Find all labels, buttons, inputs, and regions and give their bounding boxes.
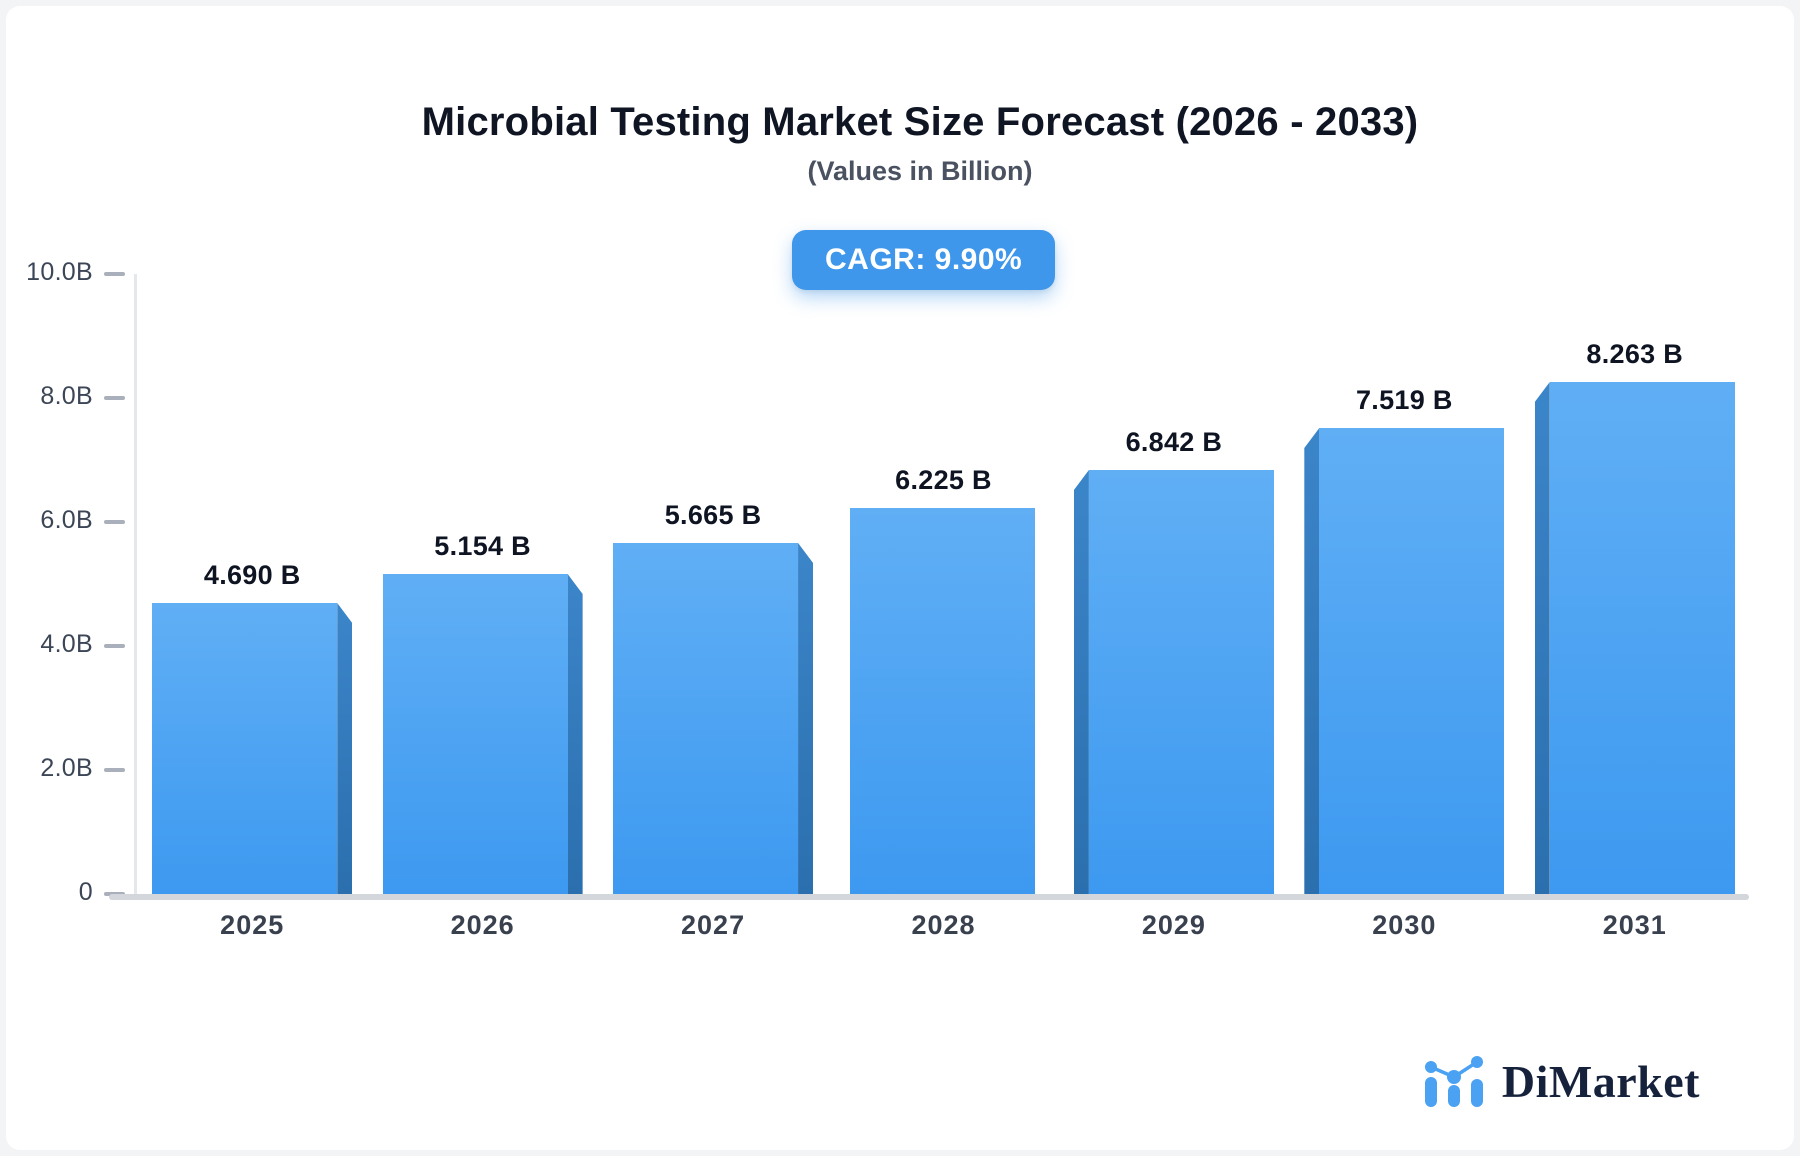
y-tick-label: 6.0B xyxy=(40,506,93,534)
bar-side-face xyxy=(567,574,583,894)
x-axis-label-2028: 2028 xyxy=(911,910,976,940)
bar-front-face xyxy=(152,603,338,894)
bar-value-label-2026: 5.154 B xyxy=(434,531,531,561)
bar-side-face xyxy=(1073,470,1089,894)
bar-2028 xyxy=(843,508,1043,894)
bar-2030 xyxy=(1304,428,1505,894)
bar-slot-2031: 8.263 B 2031 xyxy=(1520,274,1750,940)
bar-2027 xyxy=(613,543,814,894)
x-axis-label-2030: 2030 xyxy=(1372,910,1437,940)
bars-container: 4.690 B 2025 5.154 B 2026 5.665 B 2027 6.225 B… xyxy=(137,274,1750,940)
bar-line-chart-icon xyxy=(1424,1056,1483,1107)
bar-2026 xyxy=(382,574,583,894)
y-axis-line xyxy=(134,274,137,894)
y-tick-mark xyxy=(104,768,125,772)
x-axis-label-2031: 2031 xyxy=(1602,910,1667,940)
y-tick-mark xyxy=(104,644,125,648)
bar-slot-2028: 6.225 B 2028 xyxy=(828,274,1058,940)
x-axis-label-2027: 2027 xyxy=(681,910,746,940)
bar-front-face xyxy=(613,543,799,894)
x-axis-baseline xyxy=(109,894,1749,900)
x-axis-label-2029: 2029 xyxy=(1141,910,1206,940)
chart-card: Microbial Testing Market Size Forecast (… xyxy=(6,6,1794,1150)
plot-area: 10.0B 8.0B 6.0B 4.0B 2.0B 0 4.690 B 2025 5.154 … xyxy=(26,258,1750,940)
bar-value-label-2027: 5.665 B xyxy=(664,500,762,530)
bar-slot-2029: 6.842 B 2029 xyxy=(1059,274,1289,940)
bar-value-label-2030: 7.519 B xyxy=(1355,385,1453,415)
bar-side-face xyxy=(1304,428,1320,894)
bar-slot-2027: 5.665 B 2027 xyxy=(598,274,828,940)
bar-front-face xyxy=(1088,470,1274,894)
bar-front-face xyxy=(1319,428,1505,894)
y-tick-mark xyxy=(104,396,125,400)
bar-slot-2030: 7.519 B 2030 xyxy=(1289,274,1519,940)
brand-name: DiMarket xyxy=(1501,1055,1700,1107)
y-tick-mark xyxy=(104,272,125,276)
bar-value-label-2028: 6.225 B xyxy=(895,465,992,495)
bar-2025 xyxy=(152,603,353,894)
bar-value-label-2029: 6.842 B xyxy=(1125,427,1223,457)
y-tick-label: 10.0B xyxy=(26,258,93,286)
bar-value-label-2025: 4.690 B xyxy=(203,560,301,590)
bar-slot-2025: 4.690 B 2025 xyxy=(137,274,367,940)
x-axis-label-2025: 2025 xyxy=(220,910,285,940)
chart-title: Microbial Testing Market Size Forecast (… xyxy=(421,100,1419,144)
bar-2029 xyxy=(1073,470,1274,894)
y-tick-label: 8.0B xyxy=(40,382,93,410)
bar-2031 xyxy=(1534,382,1735,894)
bar-side-face xyxy=(337,603,353,894)
brand-logo: DiMarket xyxy=(1422,1052,1700,1110)
bar-value-label-2031: 8.263 B xyxy=(1586,339,1684,369)
bar-front-face xyxy=(850,508,1036,894)
y-tick-label: 2.0B xyxy=(40,754,93,782)
y-tick-label: 4.0B xyxy=(40,630,93,658)
bar-slot-2026: 5.154 B 2026 xyxy=(367,274,597,940)
y-tick-mark xyxy=(104,520,125,524)
bar-side-face xyxy=(798,543,814,894)
cagr-badge: CAGR: 9.90% xyxy=(792,230,1056,290)
x-axis-label-2026: 2026 xyxy=(450,910,515,940)
bar-front-face xyxy=(382,574,568,894)
bar-side-face xyxy=(1534,382,1550,894)
y-tick-label: 0 xyxy=(78,878,93,906)
chart-subtitle: (Values in Billion) xyxy=(807,156,1033,186)
bar-front-face xyxy=(1549,382,1735,894)
